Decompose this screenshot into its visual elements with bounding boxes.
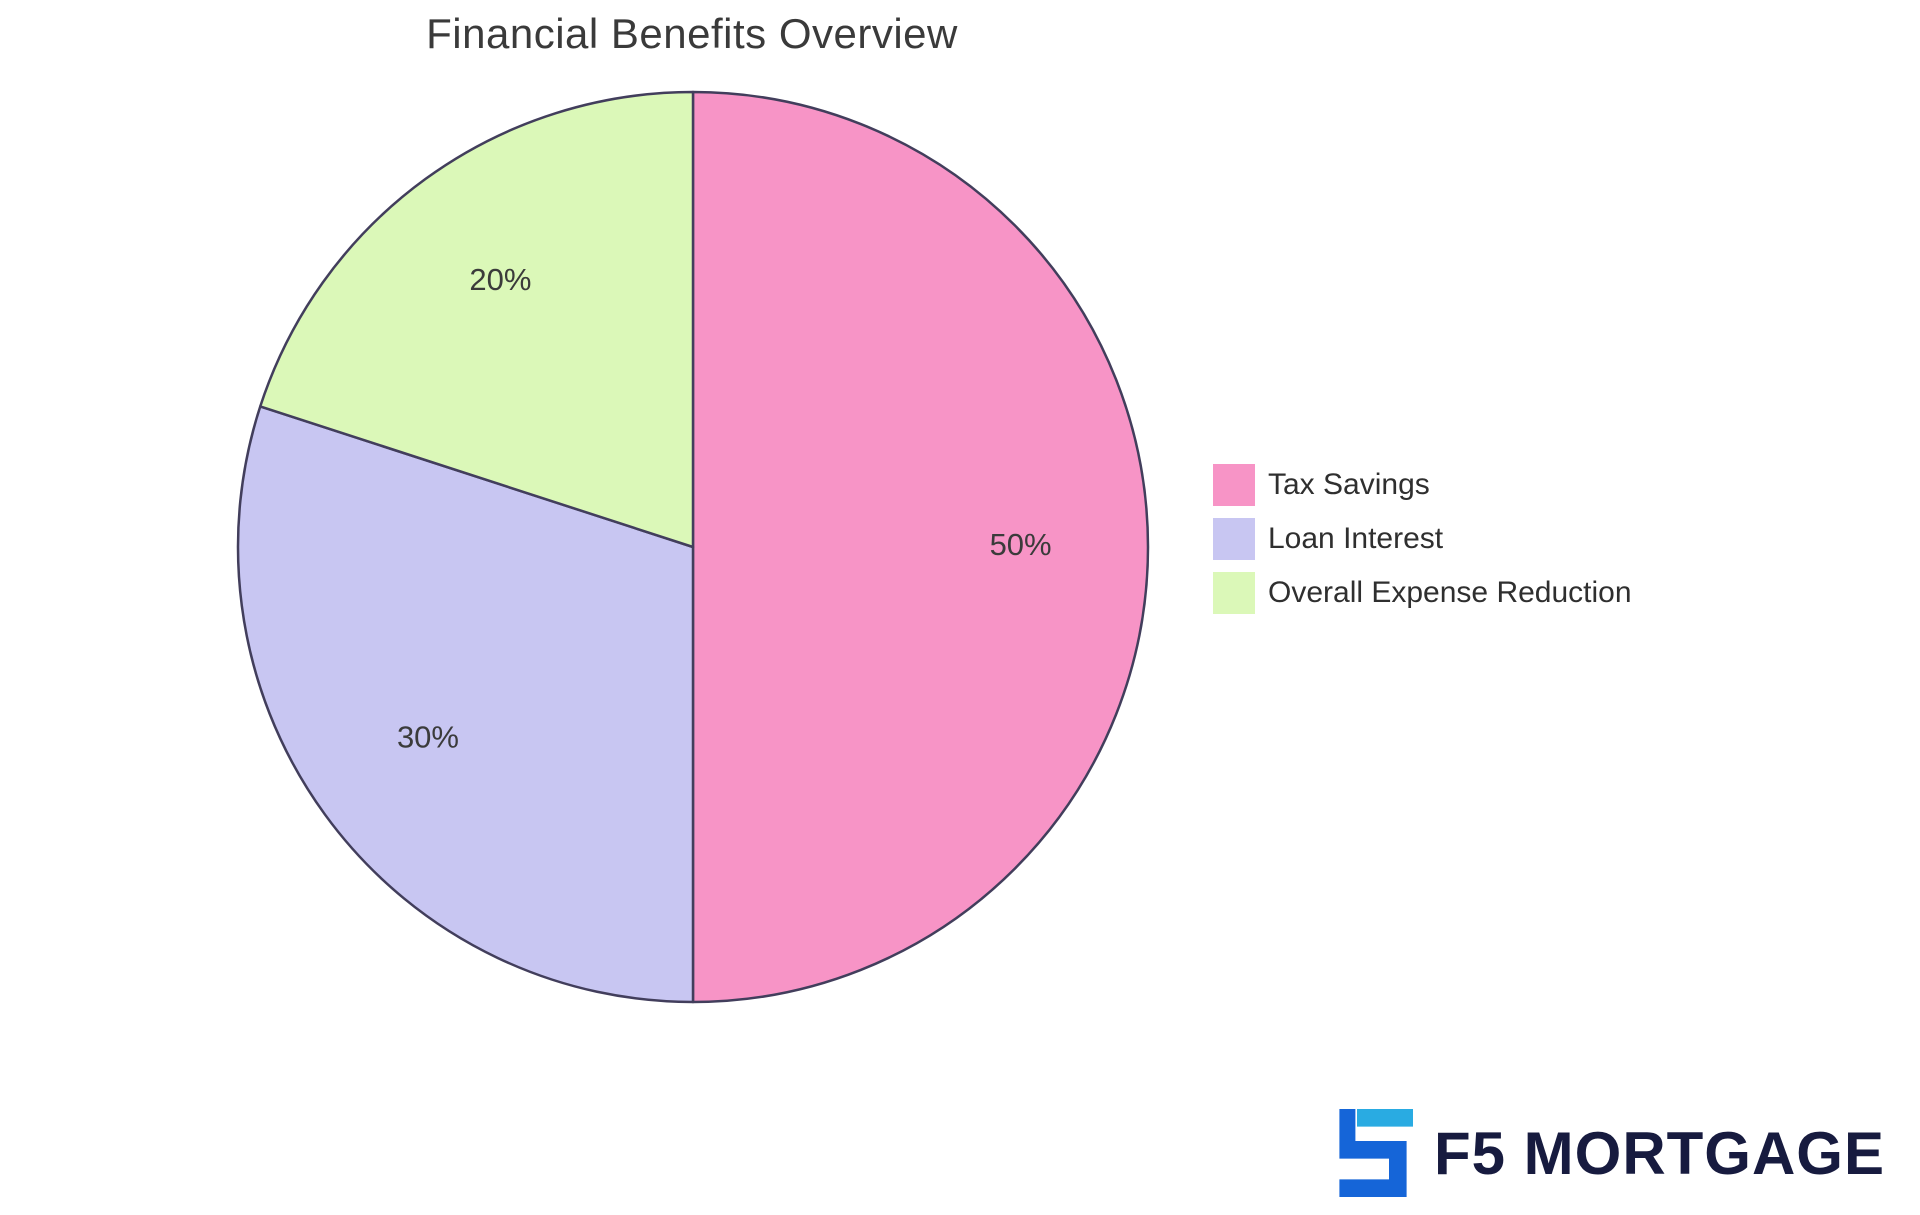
legend-swatch-2 [1213,572,1255,614]
pie-slice-0 [691,90,1150,1004]
pie-slice-2 [259,90,695,549]
legend-item-1: Loan Interest [1213,518,1632,560]
pie-slice-label-1: 30% [397,720,459,755]
legend-label-2: Overall Expense Reduction [1268,576,1632,609]
legend-item-0: Tax Savings [1213,464,1632,506]
legend-swatch-0 [1213,464,1255,506]
f5-logo-dark-shape [1339,1109,1407,1197]
chart-legend: Tax Savings Loan Interest Overall Expense … [1213,464,1632,626]
legend-label-0: Tax Savings [1268,468,1430,501]
pie-slice-label-2: 20% [469,262,531,297]
pie-slice-labels: 50% 30% 20% [397,262,1052,755]
legend-swatch-1 [1213,518,1255,560]
legend-item-2: Overall Expense Reduction [1213,572,1632,614]
pie-slices [236,90,1150,1004]
pie-slice-label-0: 50% [990,527,1052,562]
legend-label-1: Loan Interest [1268,522,1444,555]
f5-logo-light-shape [1356,1109,1413,1127]
brand-text: F5 MORTGAGE [1433,1119,1885,1187]
f5-logo-icon [1339,1109,1413,1197]
pie-slice-1 [236,405,695,1004]
brand-logo: F5 MORTGAGE [1332,1109,1885,1197]
chart-title: Financial Benefits Overview [426,10,958,57]
